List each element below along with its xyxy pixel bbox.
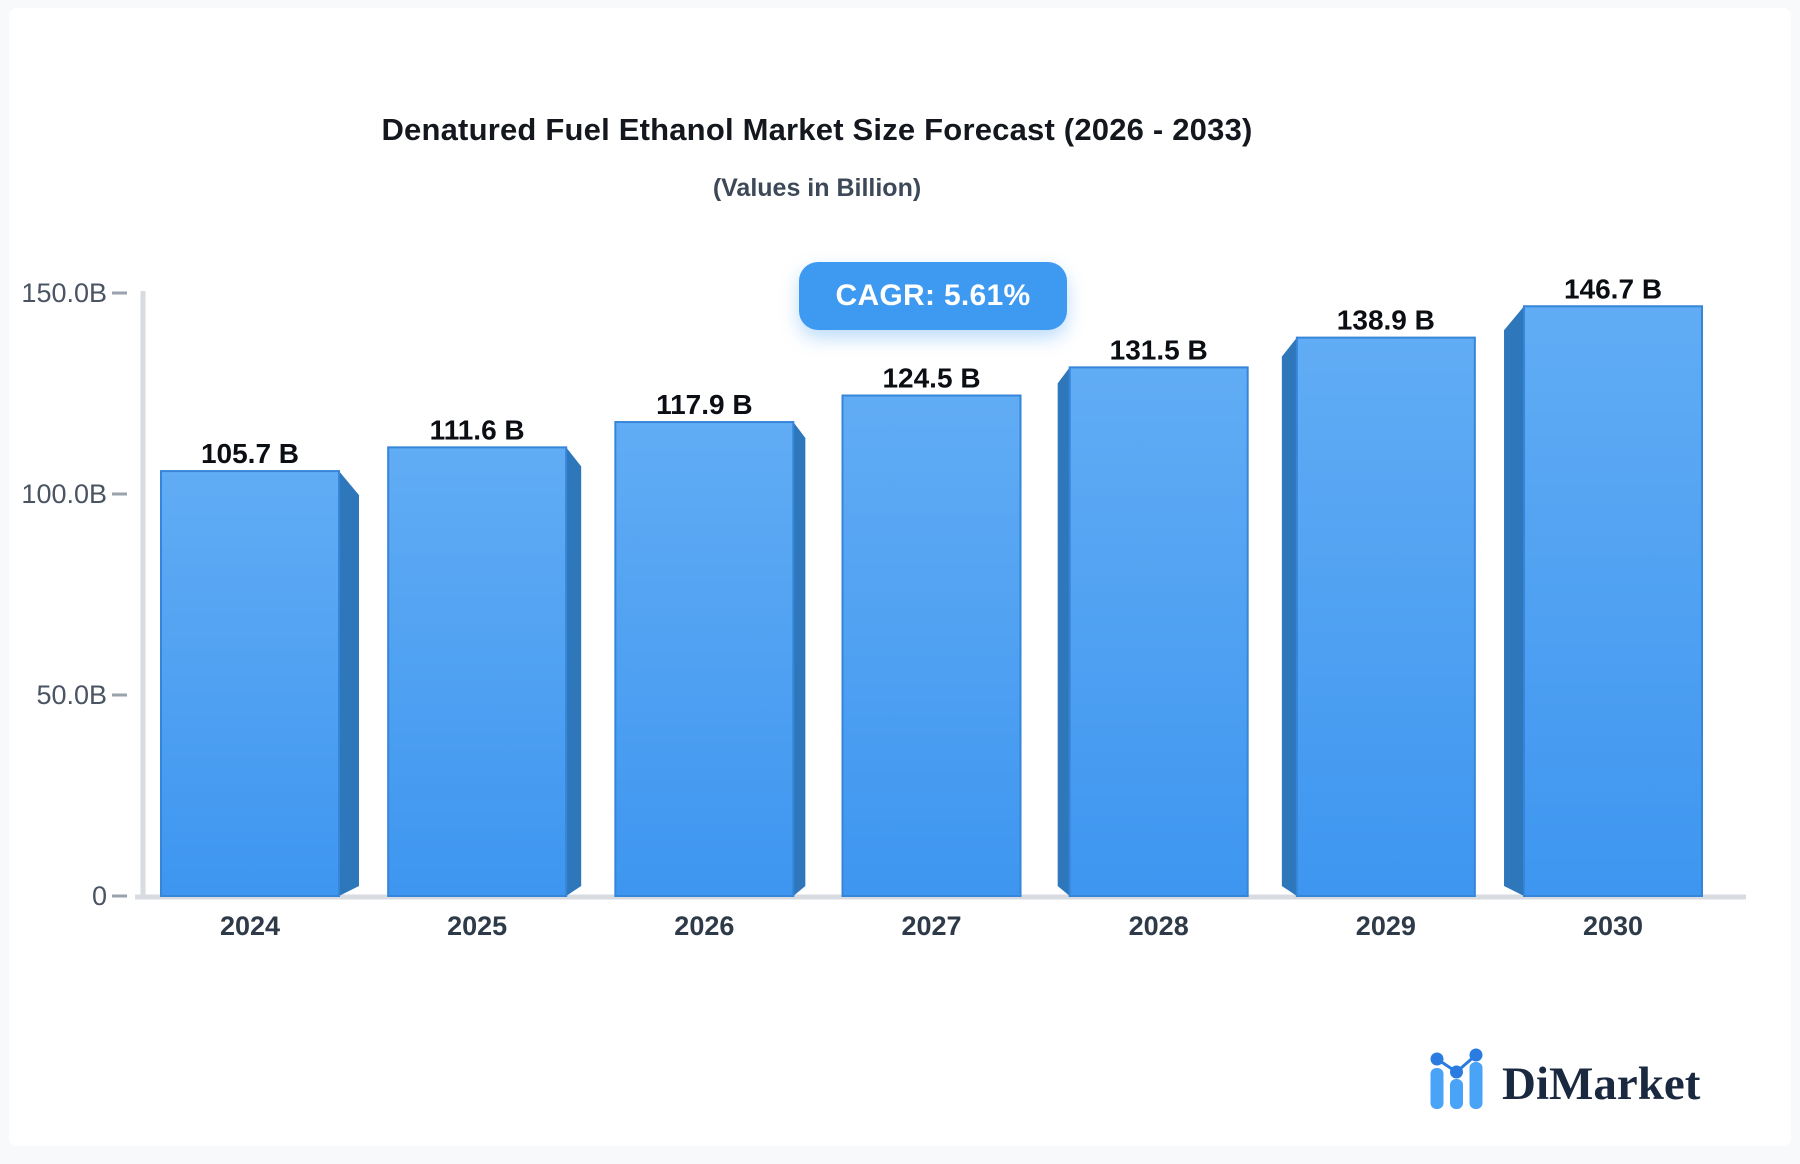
logo-text: DiMarket — [1502, 1061, 1700, 1108]
bar-2029[interactable] — [1297, 338, 1475, 896]
y-tick-label: 100.0B — [21, 479, 107, 509]
bar-value-label: 111.6 B — [430, 414, 525, 445]
bar-side-2026 — [793, 422, 805, 896]
cagr-badge: CAGR: 5.61% — [799, 262, 1067, 330]
x-tick-label: 2024 — [220, 911, 280, 941]
bar-chart-svg: 0 50.0B 100.0B 150.0B 105.7 B 2024 111.6 B 2025… — [9, 8, 1800, 1164]
bar-side-2028 — [1058, 367, 1070, 896]
bar-value-label: 131.5 B — [1110, 334, 1208, 365]
bar-2027[interactable] — [843, 396, 1021, 896]
bar-side-2025 — [566, 447, 581, 896]
x-tick-label: 2025 — [447, 911, 507, 941]
brand-logo: DiMarket — [1429, 1048, 1700, 1110]
y-tick-label: 150.0B — [21, 278, 107, 308]
bar-side-2029 — [1282, 338, 1297, 896]
logo-mini-chart-icon — [1429, 1048, 1489, 1110]
bar-value-label: 146.7 B — [1564, 273, 1662, 304]
bar-side-2030 — [1504, 306, 1524, 896]
y-tick-label: 0 — [92, 881, 107, 911]
x-tick-label: 2026 — [674, 911, 734, 941]
x-tick-label: 2030 — [1583, 911, 1643, 941]
bar-value-label: 105.7 B — [201, 438, 299, 469]
x-tick-label: 2028 — [1129, 911, 1189, 941]
bar-value-label: 117.9 B — [656, 389, 753, 420]
bar-2028[interactable] — [1070, 367, 1248, 896]
bar-side-2024 — [339, 471, 359, 896]
cagr-badge-label: CAGR: 5.61% — [835, 279, 1030, 313]
bar-2024[interactable] — [161, 471, 339, 896]
bar-2026[interactable] — [615, 422, 793, 896]
chart-card: Denatured Fuel Ethanol Market Size Forec… — [9, 8, 1791, 1146]
bar-2030[interactable] — [1524, 306, 1702, 896]
bar-value-label: 138.9 B — [1337, 305, 1435, 336]
y-tick-label: 50.0B — [36, 680, 107, 710]
x-tick-label: 2029 — [1356, 911, 1416, 941]
x-tick-label: 2027 — [901, 911, 961, 941]
bar-2025[interactable] — [388, 447, 566, 896]
bar-value-label: 124.5 B — [882, 363, 980, 394]
